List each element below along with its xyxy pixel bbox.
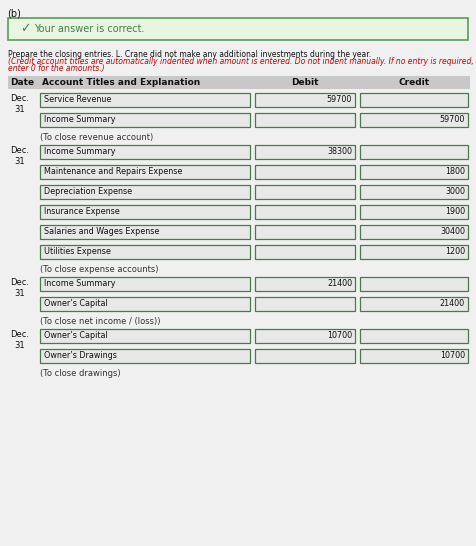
FancyBboxPatch shape [40, 165, 250, 179]
FancyBboxPatch shape [255, 349, 355, 363]
Text: Dec.
31: Dec. 31 [10, 278, 29, 298]
Text: Prepare the closing entries. L. Crane did not make any additional investments du: Prepare the closing entries. L. Crane di… [8, 50, 374, 59]
Text: Dec.
31: Dec. 31 [10, 330, 29, 349]
Text: 38300: 38300 [327, 147, 352, 157]
Text: Income Summary: Income Summary [44, 147, 116, 157]
Text: 10700: 10700 [440, 352, 465, 360]
Text: (Credit account titles are automatically indented when amount is entered. Do not: (Credit account titles are automatically… [8, 57, 476, 66]
FancyBboxPatch shape [255, 225, 355, 239]
Text: 30400: 30400 [440, 228, 465, 236]
Text: Service Revenue: Service Revenue [44, 96, 111, 104]
Text: Owner’s Drawings: Owner’s Drawings [44, 352, 117, 360]
FancyBboxPatch shape [360, 297, 468, 311]
FancyBboxPatch shape [360, 145, 468, 159]
FancyBboxPatch shape [255, 93, 355, 107]
FancyBboxPatch shape [8, 18, 468, 40]
Text: Dec.
31: Dec. 31 [10, 146, 29, 165]
FancyBboxPatch shape [40, 329, 250, 343]
Text: ✓: ✓ [20, 22, 30, 35]
FancyBboxPatch shape [255, 145, 355, 159]
FancyBboxPatch shape [40, 205, 250, 219]
FancyBboxPatch shape [40, 277, 250, 291]
Text: Salaries and Wages Expense: Salaries and Wages Expense [44, 228, 159, 236]
Text: 21400: 21400 [440, 300, 465, 308]
Text: (b): (b) [7, 8, 21, 18]
Text: enter 0 for the amounts.): enter 0 for the amounts.) [8, 64, 105, 73]
FancyBboxPatch shape [360, 93, 468, 107]
FancyBboxPatch shape [40, 349, 250, 363]
FancyBboxPatch shape [360, 277, 468, 291]
Text: (To close net income / (loss)): (To close net income / (loss)) [40, 317, 160, 326]
Text: Insurance Expense: Insurance Expense [44, 207, 120, 217]
Text: Debit: Debit [291, 78, 319, 87]
Text: Dec.
31: Dec. 31 [10, 94, 29, 114]
FancyBboxPatch shape [40, 93, 250, 107]
Text: Date: Date [10, 78, 34, 87]
FancyBboxPatch shape [255, 245, 355, 259]
Text: Your answer is correct.: Your answer is correct. [34, 24, 145, 34]
Text: 59700: 59700 [327, 96, 352, 104]
Text: 21400: 21400 [327, 280, 352, 288]
Text: 10700: 10700 [327, 331, 352, 341]
Text: Maintenance and Repairs Expense: Maintenance and Repairs Expense [44, 168, 182, 176]
FancyBboxPatch shape [255, 329, 355, 343]
FancyBboxPatch shape [360, 349, 468, 363]
FancyBboxPatch shape [8, 76, 470, 89]
FancyBboxPatch shape [360, 329, 468, 343]
FancyBboxPatch shape [255, 277, 355, 291]
FancyBboxPatch shape [40, 225, 250, 239]
FancyBboxPatch shape [360, 165, 468, 179]
FancyBboxPatch shape [360, 225, 468, 239]
Text: Owner’s Capital: Owner’s Capital [44, 331, 108, 341]
Text: 3000: 3000 [445, 187, 465, 197]
FancyBboxPatch shape [40, 185, 250, 199]
Text: Owner’s Capital: Owner’s Capital [44, 300, 108, 308]
Text: 1800: 1800 [445, 168, 465, 176]
FancyBboxPatch shape [255, 205, 355, 219]
Text: Income Summary: Income Summary [44, 280, 116, 288]
FancyBboxPatch shape [360, 185, 468, 199]
Text: 59700: 59700 [440, 116, 465, 124]
Text: Credit: Credit [398, 78, 429, 87]
FancyBboxPatch shape [40, 145, 250, 159]
Text: 1900: 1900 [445, 207, 465, 217]
FancyBboxPatch shape [40, 245, 250, 259]
FancyBboxPatch shape [255, 297, 355, 311]
FancyBboxPatch shape [255, 113, 355, 127]
Text: Depreciation Expense: Depreciation Expense [44, 187, 132, 197]
FancyBboxPatch shape [40, 297, 250, 311]
FancyBboxPatch shape [255, 185, 355, 199]
Text: Account Titles and Explanation: Account Titles and Explanation [42, 78, 200, 87]
FancyBboxPatch shape [360, 205, 468, 219]
Text: (To close revenue account): (To close revenue account) [40, 133, 153, 142]
Text: Utilities Expense: Utilities Expense [44, 247, 111, 257]
FancyBboxPatch shape [360, 245, 468, 259]
Text: 1200: 1200 [445, 247, 465, 257]
FancyBboxPatch shape [255, 165, 355, 179]
Text: (To close drawings): (To close drawings) [40, 369, 120, 378]
FancyBboxPatch shape [360, 113, 468, 127]
Text: Income Summary: Income Summary [44, 116, 116, 124]
FancyBboxPatch shape [40, 113, 250, 127]
Text: (To close expense accounts): (To close expense accounts) [40, 265, 159, 274]
